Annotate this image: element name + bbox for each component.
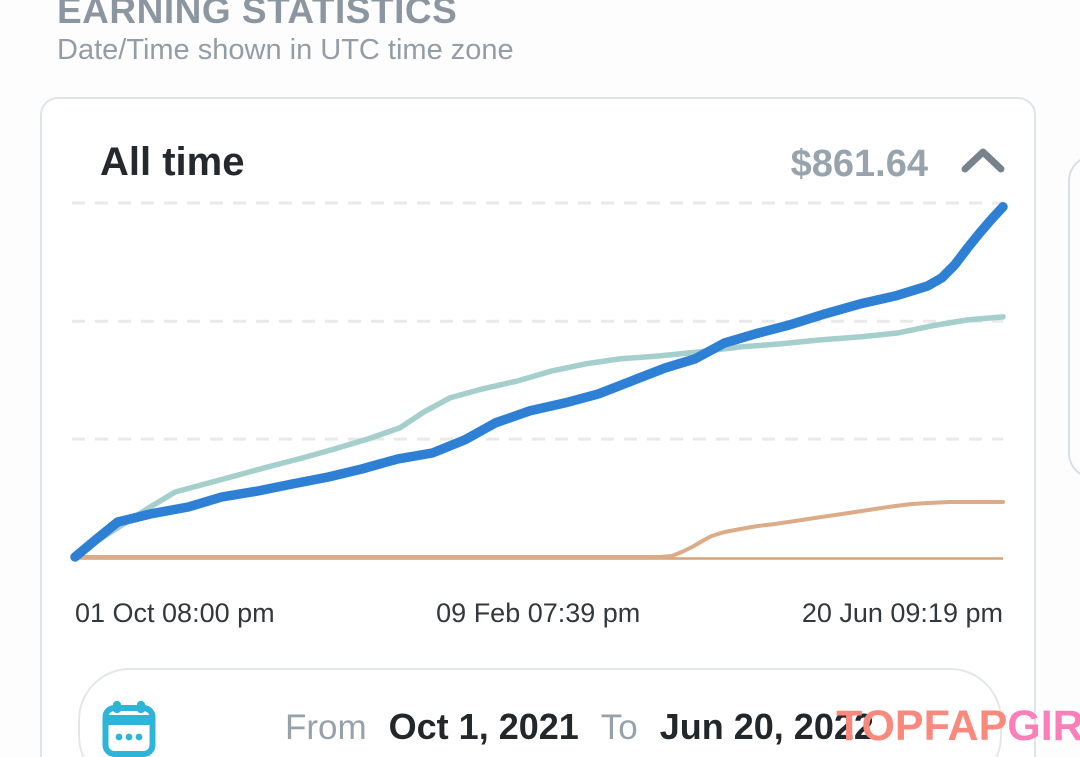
page-title: EARNING STATISTICS <box>57 0 458 31</box>
page-subtitle: Date/Time shown in UTC time zone <box>57 34 514 66</box>
date-range-picker[interactable] <box>78 668 1002 757</box>
date-range-text[interactable]: From Oct 1, 2021 To Jun 20, 2022 <box>285 706 874 748</box>
partial-side-panel <box>1068 155 1080 479</box>
calendar-icon[interactable] <box>100 699 158 757</box>
total-amount: $861.64 <box>790 143 928 185</box>
chevron-up-icon[interactable] <box>958 143 1008 179</box>
to-label: To <box>600 708 638 747</box>
from-label: From <box>285 708 367 747</box>
period-label: All time <box>100 140 245 184</box>
chart-area[interactable] <box>60 190 1020 570</box>
x-axis-labels: 01 Oct 08:00 pm 09 Feb 07:39 pm 20 Jun 0… <box>75 598 1003 629</box>
watermark-part1: TOPFAP <box>836 702 1008 750</box>
watermark: TOPFAPGIRLS <box>836 702 1080 751</box>
x-tick-middle: 09 Feb 07:39 pm <box>436 598 641 628</box>
x-tick-end: 20 Jun 09:19 pm <box>801 598 1003 628</box>
to-date-value[interactable]: Jun 20, 2022 <box>659 706 874 747</box>
watermark-part2: GIRLS <box>1007 702 1080 750</box>
x-tick-start: 01 Oct 08:00 pm <box>75 598 275 628</box>
from-date-value[interactable]: Oct 1, 2021 <box>388 706 579 747</box>
